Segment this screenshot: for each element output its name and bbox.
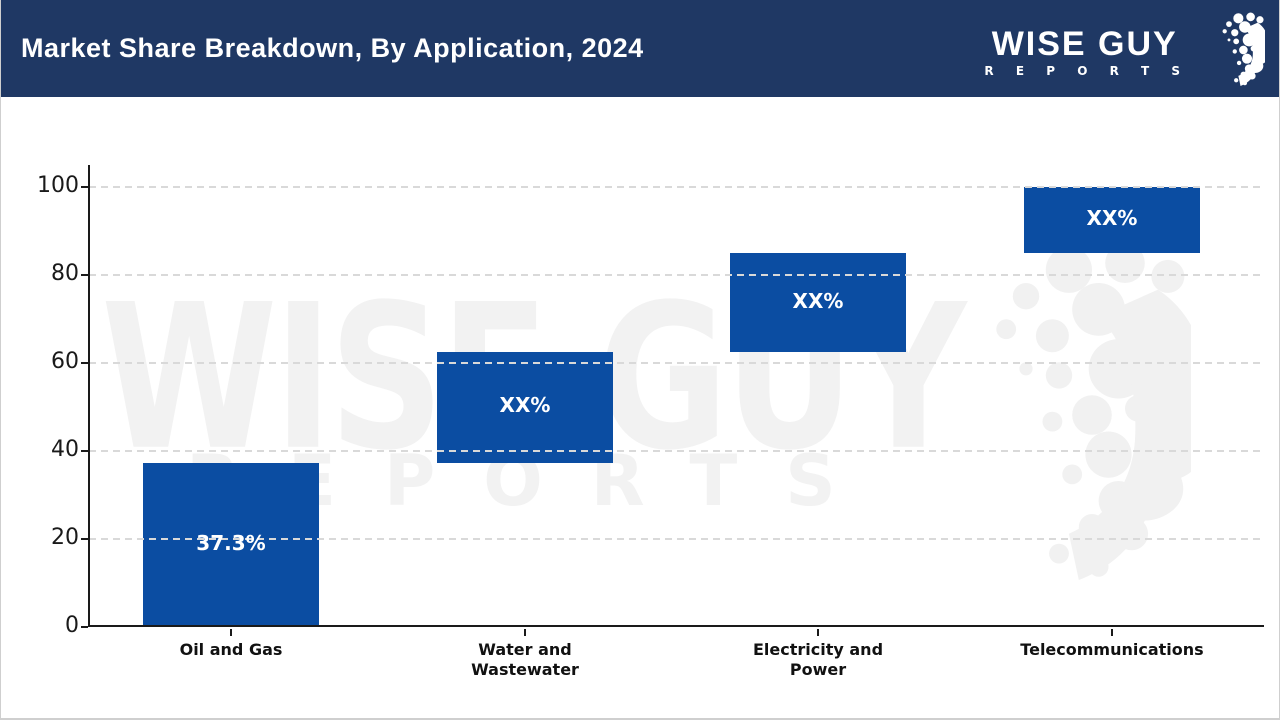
x-category-label: Water and Wastewater [471, 640, 579, 679]
y-tick-label: 80 [51, 261, 79, 286]
y-tick-mark [81, 450, 88, 452]
y-tick-label: 60 [51, 349, 79, 374]
bar-3 [1024, 187, 1200, 253]
x-category-label: Electricity and Power [752, 640, 884, 679]
x-category-label: Oil and Gas [179, 640, 283, 659]
header-bar: Market Share Breakdown, By Application, … [1, 0, 1279, 97]
y-tick-mark [81, 626, 88, 628]
bar-1 [437, 352, 613, 463]
gridline-60 [89, 362, 1263, 364]
gridline-20 [89, 538, 1263, 540]
bar-value-label: 37.3% [196, 530, 266, 555]
y-tick-mark [81, 538, 88, 540]
logo-head-dots-icon [1193, 12, 1269, 92]
x-tick-mark [1111, 629, 1113, 636]
x-category-label: Telecommunications [1020, 640, 1204, 659]
bar-0 [143, 462, 319, 627]
brand-logo: WISE GUY R E P O R T S [980, 12, 1269, 92]
gridline-40 [89, 450, 1263, 452]
bar-value-label: XX% [1086, 206, 1138, 230]
y-tick-mark [81, 274, 88, 276]
y-axis-line [88, 165, 90, 627]
y-tick-label: 20 [51, 525, 79, 550]
y-tick-mark [81, 362, 88, 364]
x-axis-line [88, 625, 1264, 627]
y-tick-label: 0 [65, 613, 79, 638]
gridline-100 [89, 186, 1263, 188]
x-tick-mark [230, 629, 232, 636]
x-tick-mark [817, 629, 819, 636]
plot-area: 0 20 40 60 80 100 37.3% XX% XX% XX% Oil and Gas Wat… [1, 97, 1279, 718]
bar-value-label: XX% [792, 288, 844, 313]
brand-logo-text: WISE GUY R E P O R T S [980, 26, 1189, 78]
page-title: Market Share Breakdown, By Application, … [21, 33, 644, 63]
bar-2 [730, 253, 906, 352]
y-tick-label: 100 [37, 173, 79, 198]
brand-logo-secondary: R E P O R T S [984, 64, 1189, 78]
x-tick-mark [524, 629, 526, 636]
bar-value-label: XX% [499, 393, 551, 418]
brand-logo-primary: WISE GUY [991, 25, 1178, 63]
gridline-80 [89, 274, 1263, 276]
y-tick-mark [81, 186, 88, 188]
y-tick-label: 40 [51, 437, 79, 462]
